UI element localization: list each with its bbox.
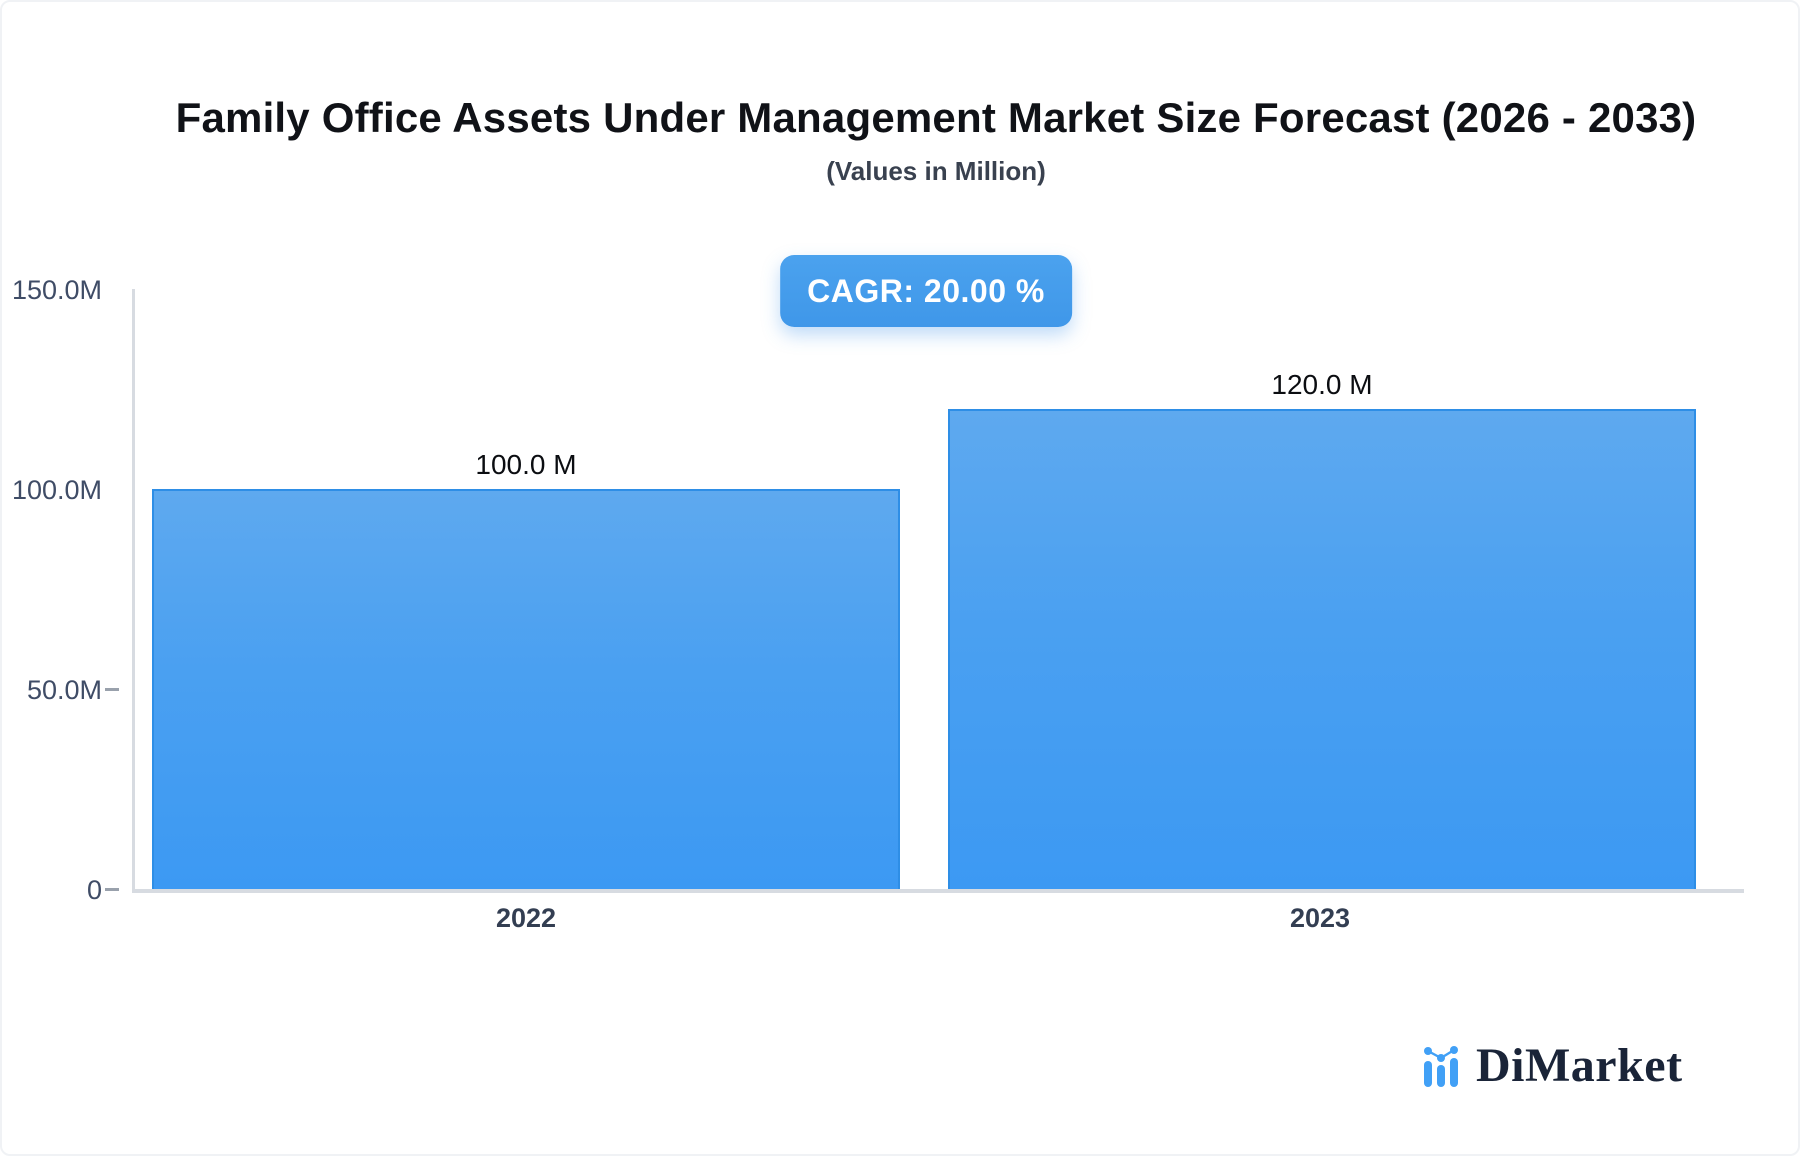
- y-tick-label: 150.0M: [11, 275, 102, 305]
- bar-value-label: 120.0 M: [1271, 369, 1373, 400]
- y-tick-label: 0: [86, 875, 102, 905]
- dimarket-logo: DiMarket: [1422, 1039, 1683, 1092]
- y-tick-dash: [105, 688, 119, 691]
- x-category-label: 2023: [1289, 903, 1351, 933]
- y-tick-label: 50.0M: [26, 675, 102, 705]
- x-category-label: 2022: [495, 903, 557, 933]
- bar-value-label: 100.0 M: [475, 449, 577, 480]
- y-axis-line: [132, 289, 135, 890]
- bar-chart-logo-icon: [1424, 1046, 1458, 1087]
- y-tick-dash: [105, 888, 119, 891]
- chart-subtitle: (Values in Million): [826, 156, 1046, 186]
- cagr-badge: CAGR: 20.00 %: [780, 255, 1072, 327]
- y-tick-label: 100.0M: [11, 475, 102, 505]
- chart-title: Family Office Assets Under Management Ma…: [175, 94, 1697, 141]
- x-axis-line: [132, 889, 1744, 893]
- chart-header: Family Office Assets Under Management Ma…: [2, 94, 1798, 187]
- bar-2023: [948, 409, 1696, 889]
- dimarket-logo-text: DiMarket: [1476, 1039, 1683, 1092]
- bar-2022: [152, 489, 900, 889]
